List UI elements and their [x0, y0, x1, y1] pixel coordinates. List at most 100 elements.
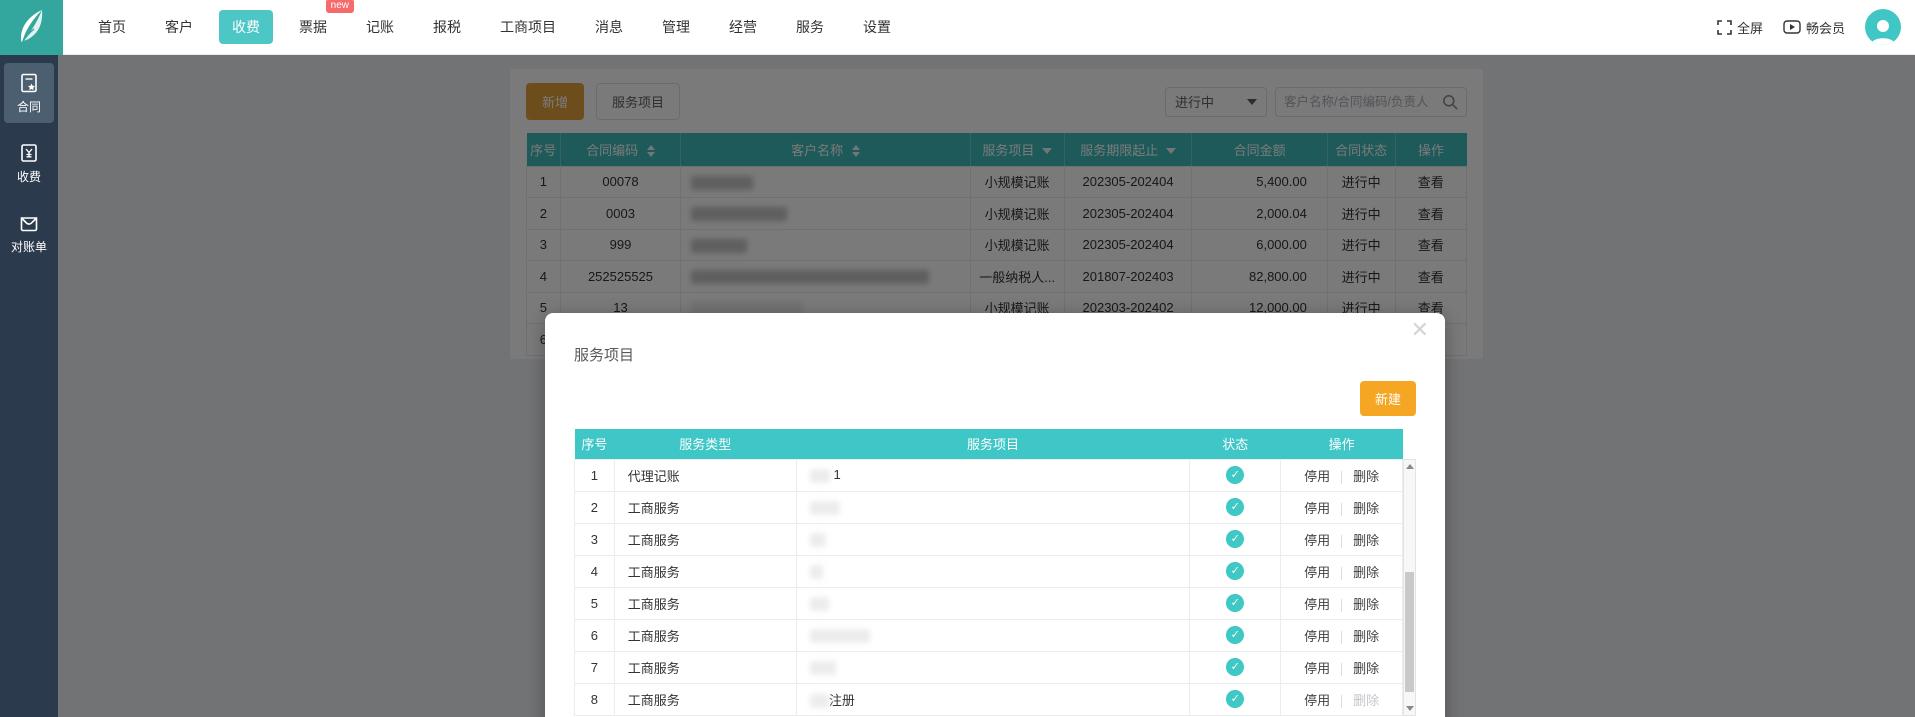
service-name-redacted [809, 532, 826, 547]
status-check-icon: ✓ [1226, 658, 1245, 677]
service-type: 工商服务 [613, 522, 797, 556]
nav-item-invoices[interactable]: 票据 new [286, 0, 354, 44]
status-check-icon: ✓ [1226, 530, 1245, 549]
nav-item-business-projects[interactable]: 工商项目 [500, 19, 556, 35]
sidebar-item-label: 对账单 [10, 240, 47, 254]
main-nav: 首页 客户 收费 票据 new 记账 报税 工商项目 消息 管理 经营 服务 设… [85, 0, 904, 44]
status-check-icon: ✓ [1226, 594, 1245, 613]
service-items-table-wrap: 序号 服务类型 服务项目 状态 操作 1 代理记账 1 ✓ 停用 删除 2 工商 [574, 429, 1416, 716]
service-name-text: 注册 [828, 692, 855, 708]
scroll-down-icon[interactable] [1404, 702, 1415, 715]
nav-item-tax[interactable]: 报税 [433, 19, 461, 35]
sidebar-item-fees[interactable]: 收费 [4, 133, 54, 193]
service-item-row: 4 工商服务 ✓ 停用 删除 [574, 554, 1403, 588]
disable-link[interactable]: 停用 [1304, 468, 1331, 484]
service-item-row: 8 工商服务 注册 ✓ 停用 删除 [574, 682, 1403, 716]
service-item-row: 6 工商服务 ✓ 停用 删除 [574, 618, 1403, 652]
divider [1341, 662, 1343, 676]
delete-link[interactable]: 删除 [1353, 500, 1380, 516]
service-name-redacted [809, 628, 870, 643]
service-item-row: 2 工商服务 ✓ 停用 删除 [574, 490, 1403, 524]
nav-item-services[interactable]: 服务 [796, 19, 824, 35]
member-label: 畅会员 [1805, 20, 1845, 36]
top-header: 首页 客户 收费 票据 new 记账 报税 工商项目 消息 管理 经营 服务 设… [0, 0, 1915, 55]
fullscreen-button[interactable]: 全屏 [1717, 18, 1763, 37]
disable-link[interactable]: 停用 [1304, 692, 1331, 708]
delete-link[interactable]: 删除 [1353, 532, 1380, 548]
delete-link[interactable]: 删除 [1353, 692, 1380, 708]
status-check-icon: ✓ [1226, 562, 1245, 581]
disable-link[interactable]: 停用 [1304, 660, 1331, 676]
disable-link[interactable]: 停用 [1304, 596, 1331, 612]
left-sidebar: 合同 收费 对账单 [0, 55, 58, 717]
service-name-redacted [809, 468, 830, 483]
modal-table-scrollbar[interactable] [1403, 459, 1416, 716]
scroll-up-icon[interactable] [1404, 460, 1415, 473]
nav-item-messages[interactable]: 消息 [595, 19, 623, 35]
divider [1341, 630, 1343, 644]
app-logo [0, 0, 63, 55]
user-icon [1871, 20, 1895, 45]
delete-link[interactable]: 删除 [1353, 596, 1380, 612]
service-type: 工商服务 [613, 586, 797, 620]
new-service-button[interactable]: 新建 [1359, 381, 1416, 416]
delete-link[interactable]: 删除 [1353, 468, 1380, 484]
service-item-row: 5 工商服务 ✓ 停用 删除 [574, 586, 1403, 620]
new-badge: new [325, 0, 354, 13]
service-type: 工商服务 [613, 554, 797, 588]
fee-icon [21, 144, 37, 162]
nav-item-settings[interactable]: 设置 [863, 19, 891, 35]
service-items-modal: ✕ 服务项目 新建 序号 服务类型 服务项目 状态 操作 1 代理记账 [545, 313, 1445, 717]
status-check-icon: ✓ [1226, 466, 1245, 485]
delete-link[interactable]: 删除 [1353, 628, 1380, 644]
nav-item-management[interactable]: 管理 [662, 19, 690, 35]
nav-item-operations[interactable]: 经营 [729, 19, 757, 35]
col-service-type: 服务类型 [614, 429, 797, 459]
delete-link[interactable]: 删除 [1353, 564, 1380, 580]
sidebar-item-label: 收费 [16, 170, 41, 184]
disable-link[interactable]: 停用 [1304, 564, 1331, 580]
nav-item-bookkeeping[interactable]: 记账 [366, 19, 394, 35]
status-check-icon: ✓ [1226, 690, 1245, 709]
row-index: 4 [574, 554, 615, 588]
service-name-redacted [809, 596, 829, 611]
modal-title: 服务项目 [574, 347, 635, 364]
nav-item-invoices-label: 票据 [299, 19, 327, 35]
delete-link[interactable]: 删除 [1353, 660, 1380, 676]
col-service-name: 服务项目 [796, 429, 1190, 459]
service-type: 代理记账 [613, 458, 797, 492]
nav-item-fees[interactable]: 收费 [219, 10, 273, 44]
nav-item-home[interactable]: 首页 [98, 19, 126, 35]
service-item-row: 3 工商服务 ✓ 停用 删除 [574, 522, 1403, 556]
service-type: 工商服务 [613, 682, 797, 716]
member-button[interactable]: 畅会员 [1783, 18, 1845, 37]
service-items-header-row: 序号 服务类型 服务项目 状态 操作 [574, 429, 1403, 459]
sidebar-item-label: 合同 [16, 100, 41, 114]
divider [1341, 694, 1343, 708]
disable-link[interactable]: 停用 [1304, 628, 1331, 644]
divider [1341, 566, 1343, 580]
row-index: 6 [574, 618, 615, 652]
sidebar-item-statements[interactable]: 对账单 [4, 203, 54, 263]
avatar[interactable] [1865, 9, 1901, 45]
col-actions: 操作 [1280, 429, 1403, 459]
sidebar-item-contracts[interactable]: 合同 [4, 63, 54, 123]
disable-link[interactable]: 停用 [1304, 500, 1331, 516]
service-name-redacted [809, 500, 840, 515]
row-index: 1 [574, 458, 615, 492]
row-index: 3 [574, 522, 615, 556]
contract-icon [21, 73, 37, 93]
service-type: 工商服务 [613, 650, 797, 684]
member-video-icon [1783, 20, 1801, 34]
row-index: 7 [574, 650, 615, 684]
header-right-area: 全屏 畅会员 [1717, 9, 1915, 45]
statement-icon [20, 217, 38, 232]
divider [1341, 598, 1343, 612]
row-index: 5 [574, 586, 615, 620]
nav-item-customers[interactable]: 客户 [165, 19, 193, 35]
service-type: 工商服务 [613, 490, 797, 524]
row-index: 2 [574, 490, 615, 524]
scrollbar-thumb[interactable] [1405, 571, 1414, 692]
close-icon[interactable]: ✕ [1410, 317, 1429, 342]
disable-link[interactable]: 停用 [1304, 532, 1331, 548]
